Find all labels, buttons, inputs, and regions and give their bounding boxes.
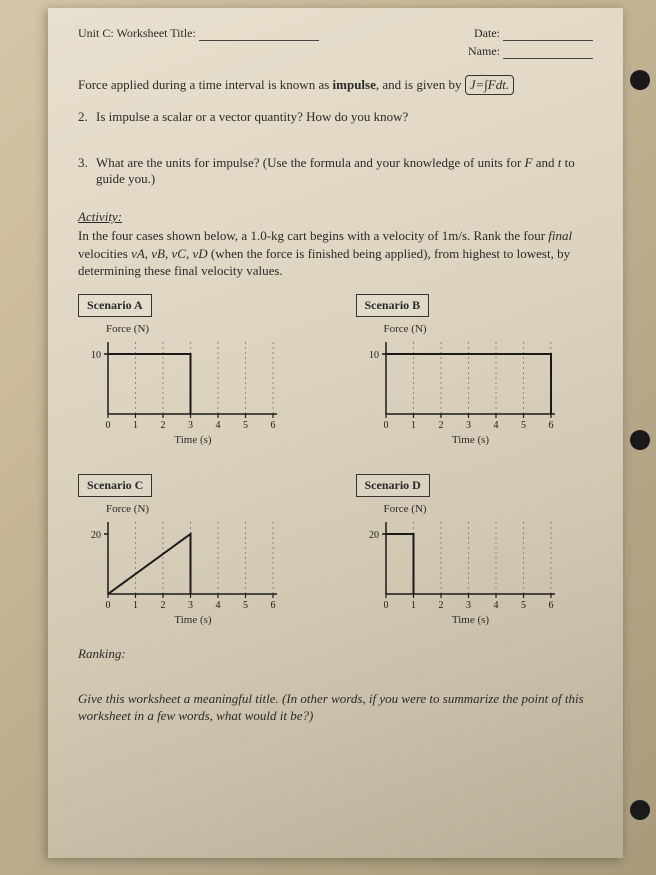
svg-text:6: 6 (548, 600, 553, 611)
activity-body: In the four cases shown below, a 1.0-kg … (78, 227, 593, 280)
unit-title-line: Unit C: Worksheet Title: (78, 26, 319, 41)
q3-text: What are the units for impulse? (Use the… (96, 155, 593, 187)
q2-text: Is impulse a scalar or a vector quantity… (96, 109, 593, 125)
intro-text: Force applied during a time interval is … (78, 75, 593, 95)
scenario-b: Scenario B Force (N) 10 0 1 2 3 4 5 6 Time (s) (356, 294, 586, 446)
y-axis-label: Force (N) (384, 323, 586, 335)
svg-text:4: 4 (493, 420, 498, 431)
svg-text:5: 5 (243, 420, 248, 431)
svg-text:2: 2 (438, 420, 443, 431)
impulse-formula: J=∫Fdt. (465, 75, 514, 95)
scenario-a: Scenario A Force (N) 10 0 1 2 3 4 5 6 Time (s) (78, 294, 308, 446)
question-2: 2. Is impulse a scalar or a vector quant… (78, 109, 593, 125)
y-axis-label: Force (N) (106, 503, 308, 515)
worksheet-page: Unit C: Worksheet Title: Date: Name: For… (48, 8, 623, 858)
activity-title: Activity: (78, 209, 593, 225)
header-row: Unit C: Worksheet Title: Date: Name: (78, 26, 593, 59)
svg-text:5: 5 (521, 600, 526, 611)
q3-number: 3. (78, 155, 96, 187)
intro-before: Force applied during a time interval is … (78, 77, 333, 92)
svg-text:0: 0 (106, 600, 111, 611)
svg-text:20: 20 (91, 530, 101, 541)
svg-text:5: 5 (243, 600, 248, 611)
scenario-title: Scenario A (78, 294, 152, 317)
svg-text:6: 6 (548, 420, 553, 431)
intro-bold: impulse (333, 77, 376, 92)
y-axis-label: Force (N) (384, 503, 586, 515)
svg-text:4: 4 (216, 600, 221, 611)
hole-punch-bottom (630, 800, 650, 820)
unit-label: Unit C: Worksheet Title: (78, 26, 196, 40)
q2-number: 2. (78, 109, 96, 125)
chart-svg: 10 0 1 2 3 4 5 6 (356, 337, 556, 432)
hole-punch-mid (630, 430, 650, 450)
svg-text:1: 1 (411, 600, 416, 611)
svg-text:1: 1 (133, 420, 138, 431)
scenario-grid: Scenario AForce (N)100123456Time (s) Sce… (78, 294, 593, 626)
svg-text:6: 6 (271, 600, 276, 611)
date-label: Date: (474, 26, 500, 40)
svg-text:2: 2 (161, 600, 166, 611)
svg-text:10: 10 (369, 350, 379, 361)
svg-text:5: 5 (521, 420, 526, 431)
svg-text:0: 0 (383, 420, 388, 431)
title-blank (199, 29, 319, 41)
svg-text:1: 1 (411, 420, 416, 431)
date-blank (503, 29, 593, 41)
activity-section: Activity: In the four cases shown below,… (78, 209, 593, 280)
x-axis-label: Time (s) (78, 434, 308, 446)
chart-svg: 20 0 1 2 3 4 5 6 (78, 517, 278, 612)
scenario-c: Scenario C Force (N) 20 0 1 2 3 4 5 6 Time (s) (78, 474, 308, 626)
svg-text:3: 3 (466, 600, 471, 611)
svg-text:6: 6 (271, 420, 276, 431)
svg-text:3: 3 (188, 420, 193, 431)
footer-prompt: Give this worksheet a meaningful title. … (78, 690, 593, 725)
svg-text:0: 0 (106, 420, 111, 431)
name-blank (503, 47, 593, 59)
y-axis-label: Force (N) (106, 323, 308, 335)
svg-text:2: 2 (161, 420, 166, 431)
svg-text:2: 2 (438, 600, 443, 611)
chart-svg: 10 0 1 2 3 4 5 6 (78, 337, 278, 432)
svg-text:3: 3 (188, 600, 193, 611)
scenario-title: Scenario D (356, 474, 430, 497)
svg-text:20: 20 (369, 530, 379, 541)
chart-svg: 20 0 1 2 3 4 5 6 (356, 517, 556, 612)
svg-text:0: 0 (383, 600, 388, 611)
svg-text:1: 1 (133, 600, 138, 611)
intro-mid: , and is given by (376, 77, 465, 92)
scenario-d: Scenario D Force (N) 20 0 1 2 3 4 5 6 Time (s) (356, 474, 586, 626)
x-axis-label: Time (s) (356, 434, 586, 446)
name-label: Name: (468, 44, 500, 58)
scenario-title: Scenario C (78, 474, 152, 497)
x-axis-label: Time (s) (356, 614, 586, 626)
scenario-title: Scenario B (356, 294, 430, 317)
question-3: 3. What are the units for impulse? (Use … (78, 155, 593, 187)
x-axis-label: Time (s) (78, 614, 308, 626)
hole-punch-top (630, 70, 650, 90)
svg-text:4: 4 (493, 600, 498, 611)
name-line: Name: (468, 44, 593, 59)
svg-text:3: 3 (466, 420, 471, 431)
date-line: Date: (474, 26, 593, 41)
ranking-label: Ranking: (78, 646, 593, 662)
svg-text:4: 4 (216, 420, 221, 431)
svg-text:10: 10 (91, 350, 101, 361)
